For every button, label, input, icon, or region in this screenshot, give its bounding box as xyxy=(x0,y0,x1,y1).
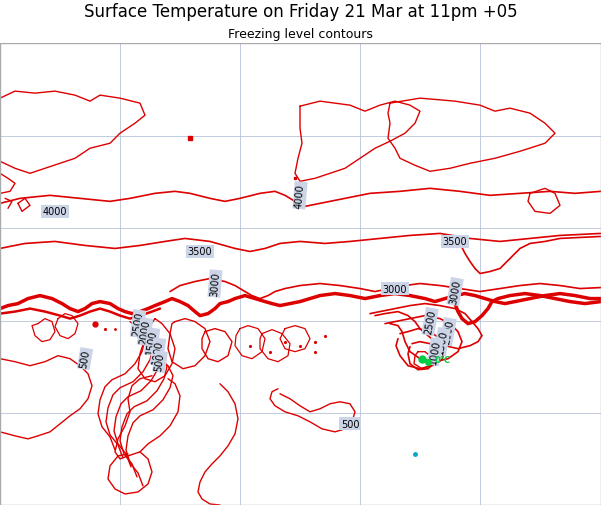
Text: 1500: 1500 xyxy=(435,329,449,355)
Text: 1000: 1000 xyxy=(151,339,165,365)
Text: 2500: 2500 xyxy=(132,311,145,337)
Text: Surface Temperature on Friday 21 Mar at 11pm +05: Surface Temperature on Friday 21 Mar at … xyxy=(84,4,517,21)
Text: 500: 500 xyxy=(79,349,91,369)
Text: 1500: 1500 xyxy=(145,329,159,355)
Text: 3500: 3500 xyxy=(443,237,468,247)
Text: 3000: 3000 xyxy=(383,284,407,294)
Text: 500: 500 xyxy=(154,352,166,372)
Text: 4000: 4000 xyxy=(294,183,306,209)
Text: Freezing level contours: Freezing level contours xyxy=(228,28,373,41)
Text: 4000: 4000 xyxy=(43,207,67,217)
Text: 0°C: 0°C xyxy=(435,355,451,364)
Text: 2500: 2500 xyxy=(423,309,437,335)
Text: 3500: 3500 xyxy=(188,247,212,257)
Text: 3000: 3000 xyxy=(448,279,462,305)
Text: 1000: 1000 xyxy=(428,339,442,365)
Text: 2000: 2000 xyxy=(441,319,455,345)
Text: 500: 500 xyxy=(341,419,359,429)
Text: 2000: 2000 xyxy=(138,319,151,345)
Text: 3000: 3000 xyxy=(209,271,221,296)
